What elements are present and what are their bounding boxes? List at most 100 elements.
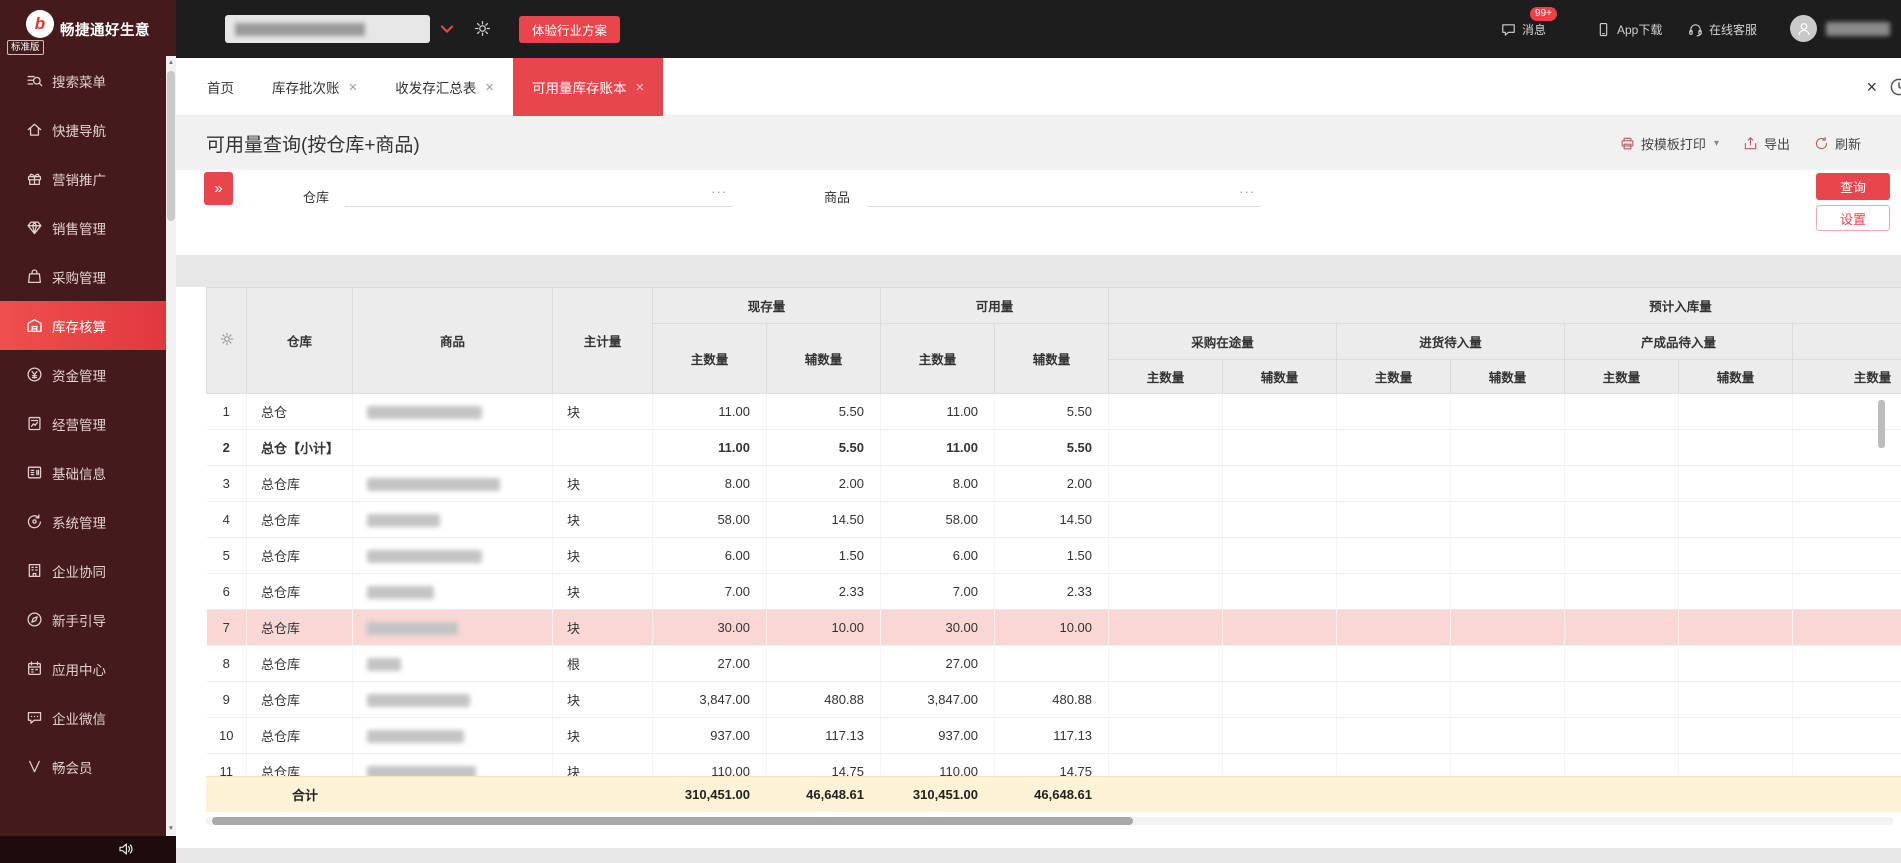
empty-qty-cell (1678, 429, 1794, 466)
col-finished-aux[interactable]: 辅数量 (1678, 359, 1794, 394)
table-row[interactable]: 4 总仓库块 58.00 14.50 58.00 14.50 (206, 501, 1901, 538)
col-purchase-aux[interactable]: 辅数量 (1222, 359, 1338, 394)
sidebar-item-funds[interactable]: 资金管理 (0, 350, 166, 399)
speaker-icon[interactable] (118, 841, 134, 857)
refresh-button[interactable]: 刷新 (1814, 134, 1861, 153)
table-row[interactable]: 8 总仓库根 27.00 27.00 (206, 645, 1901, 682)
table-row[interactable]: 6 总仓库块 7.00 2.33 7.00 2.33 (206, 573, 1901, 610)
chevron-down-icon: ▾ (1713, 137, 1719, 149)
qty-cell: 10.00 (766, 609, 882, 646)
scroll-up-icon[interactable]: ▲ (167, 59, 175, 66)
tab-close-icon[interactable]: × (348, 78, 358, 96)
close-tab-icon[interactable]: × (1866, 76, 1877, 97)
table-row[interactable]: 1 总仓块 11.00 5.50 11.00 5.50 (206, 393, 1901, 430)
qty-cell: 110.00 (880, 753, 996, 776)
table-row[interactable]: 10 总仓库块 937.00 117.13 937.00 117.13 (206, 717, 1901, 754)
settings-button[interactable]: 设置 (1816, 205, 1890, 231)
warehouse-filter-input[interactable]: ··· (345, 178, 733, 207)
qty-cell: 3,847.00 (880, 681, 996, 718)
sidebar-item-purchase[interactable]: 采购管理 (0, 252, 166, 301)
sidebar-item-guide[interactable]: 新手引导 (0, 595, 166, 644)
horizontal-scrollbar[interactable] (206, 817, 1893, 825)
purchase-icon (26, 268, 43, 285)
col-unit[interactable]: 主计量 (552, 287, 653, 394)
col-available-main[interactable]: 主数量 (880, 323, 996, 394)
messages-button[interactable]: 消息 99+ (1501, 7, 1557, 38)
col-available-aux[interactable]: 辅数量 (994, 323, 1110, 394)
product-cell (352, 609, 553, 646)
qty-cell: 937.00 (652, 717, 767, 754)
warehouse-picker-button[interactable]: ··· (711, 184, 727, 199)
print-by-template-button[interactable]: 按模板打印 ▾ (1620, 134, 1719, 153)
product-filter-input[interactable]: ··· (867, 178, 1261, 207)
query-button[interactable]: 查询 (1816, 173, 1890, 200)
chevron-down-icon[interactable] (440, 24, 454, 35)
horizontal-scrollbar-thumb[interactable] (212, 817, 1133, 825)
product-picker-button[interactable]: ··· (1239, 184, 1255, 199)
table-row[interactable]: 11 总仓库块 110.00 14.75 110.00 14.75 (206, 753, 1901, 776)
sidebar-item-label: 经营管理 (52, 417, 106, 433)
table-row[interactable]: 9 总仓库块 3,847.00 480.88 3,847.00 480.88 (206, 681, 1901, 718)
sidebar-item-search-menu[interactable]: 搜索菜单 (0, 56, 166, 105)
column-settings-gear-icon[interactable] (207, 332, 246, 346)
col-onhand-main[interactable]: 主数量 (652, 323, 767, 394)
col-onhand-aux[interactable]: 辅数量 (765, 323, 882, 394)
table-row[interactable]: 5 总仓库块 6.00 1.50 6.00 1.50 (206, 537, 1901, 574)
col-product[interactable]: 商品 (352, 287, 553, 394)
tab-2[interactable]: 库存批次账 × (253, 58, 376, 116)
table-row[interactable]: 2 总仓【小计】 11.00 5.50 11.00 5.50 (206, 429, 1901, 466)
sidebar-item-inventory[interactable]: 库存核算 (0, 301, 166, 350)
sidebar-scrollbar[interactable]: ▲ ▼ (166, 56, 176, 836)
tab-history-icon[interactable] (1889, 77, 1901, 97)
sidebar-item-operations[interactable]: 经营管理 (0, 399, 166, 448)
sidebar-item-app-center[interactable]: 应用中心 (0, 644, 166, 693)
online-service-button[interactable]: 在线客服 (1688, 21, 1757, 38)
scroll-down-icon[interactable]: ▼ (167, 825, 175, 832)
col-warehouse[interactable]: 仓库 (246, 287, 353, 394)
sidebar-item-quick-nav[interactable]: 快捷导航 (0, 105, 166, 154)
tab-close-icon[interactable]: × (485, 78, 495, 96)
sidebar-item-base-info[interactable]: 基础信息 (0, 448, 166, 497)
sidebar-item-collaboration[interactable]: 企业协同 (0, 546, 166, 595)
col-purchase-main[interactable]: 主数量 (1108, 359, 1224, 394)
logo-badge: 标准版 (7, 40, 44, 55)
qty-cell: 1.50 (766, 537, 882, 574)
qty-cell: 5.50 (766, 393, 882, 430)
col-partial-main[interactable]: 主数量 (1792, 359, 1901, 394)
vertical-scrollbar-thumb[interactable] (1878, 400, 1885, 448)
sidebar-item-member[interactable]: 畅会员 (0, 742, 166, 791)
col-incoming-main[interactable]: 主数量 (1336, 359, 1452, 394)
app-download-button[interactable]: App下载 (1596, 21, 1662, 38)
row-number-cell: 7 (206, 609, 247, 646)
table-row[interactable]: 3 总仓库块 8.00 2.00 8.00 2.00 (206, 465, 1901, 502)
sidebar-item-system[interactable]: 系统管理 (0, 497, 166, 546)
tab-3[interactable]: 收发存汇总表 × (376, 58, 513, 116)
unit-cell: 块 (552, 609, 653, 646)
table-row[interactable]: 7 总仓库块 30.00 10.00 30.00 10.00 (206, 609, 1901, 646)
col-incoming-aux[interactable]: 辅数量 (1450, 359, 1566, 394)
unit-cell: 块 (552, 717, 653, 754)
sidebar-item-label: 库存核算 (52, 319, 106, 335)
sidebar-scrollbar-thumb[interactable] (167, 71, 175, 221)
tab-close-icon[interactable]: × (635, 78, 645, 96)
warehouse-cell: 总仓库 (246, 501, 353, 538)
global-search-box[interactable] (225, 15, 430, 43)
avatar[interactable] (1790, 15, 1817, 42)
wechat-icon (26, 709, 43, 726)
export-button[interactable]: 导出 (1743, 134, 1790, 153)
tab-1[interactable]: 首页 (188, 58, 253, 116)
expand-filter-button[interactable]: » (204, 172, 233, 205)
col-finished-main[interactable]: 主数量 (1564, 359, 1680, 394)
qty-cell: 5.50 (766, 429, 882, 466)
experience-plan-button[interactable]: 体验行业方案 (519, 16, 621, 43)
inventory-table: 仓库 商品 主计量 现存量 可用量 预计入库量 主数量 辅数量 主数量 辅数量 … (206, 287, 1901, 776)
tab-4[interactable]: 可用量库存账本 × (513, 58, 664, 116)
sidebar-item-sales[interactable]: 销售管理 (0, 203, 166, 252)
sidebar-item-marketing[interactable]: 营销推广 (0, 154, 166, 203)
gear-icon[interactable] (474, 20, 491, 37)
sidebar-item-wechat[interactable]: 企业微信 (0, 693, 166, 742)
sidebar-item-label: 新手引导 (52, 613, 106, 629)
empty-qty-cell (1450, 429, 1566, 466)
qty-cell: 1.50 (994, 537, 1110, 574)
empty-qty-cell (1336, 393, 1452, 430)
